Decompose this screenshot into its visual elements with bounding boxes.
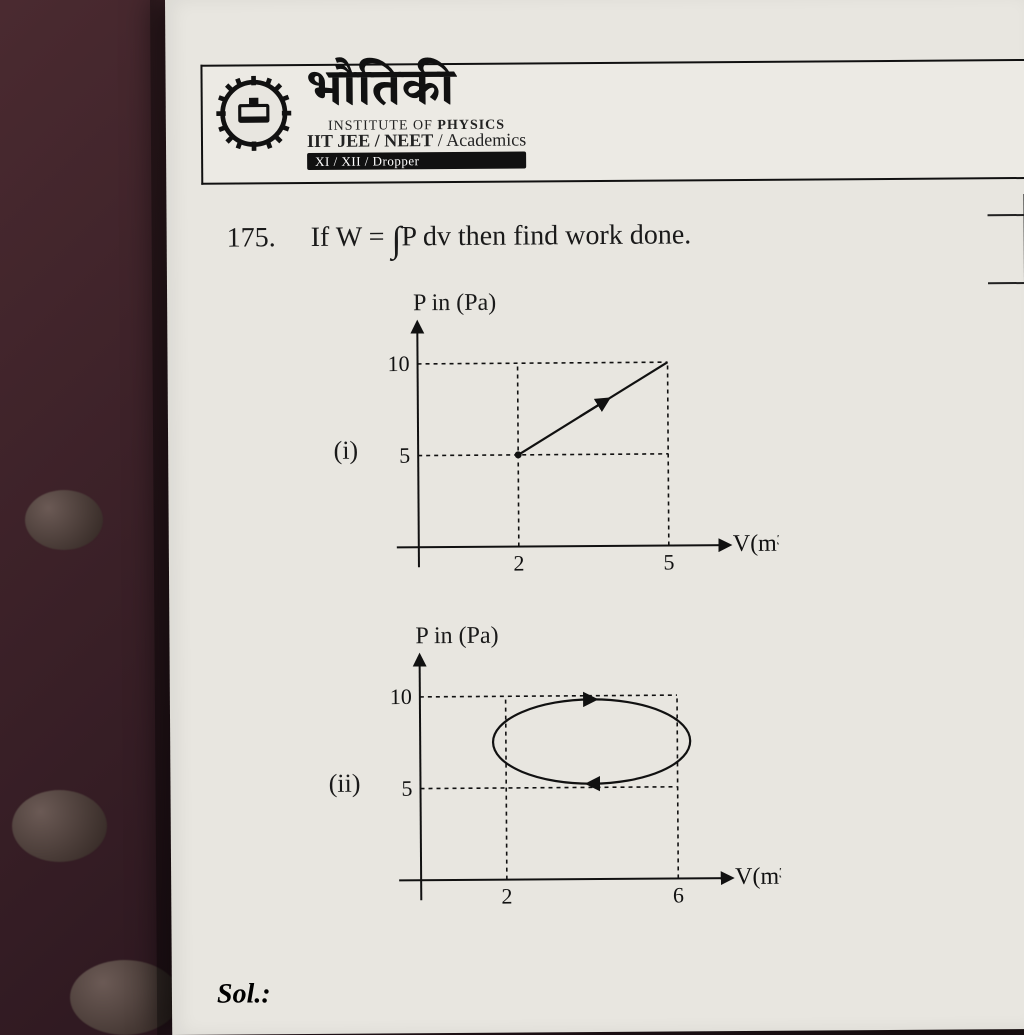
question-content: 175. If W = ∫P dv then find work done. P…	[227, 214, 1011, 917]
question-number: 175.	[227, 222, 287, 254]
figure-2-block: P in (Pa) (ii) 5 10 2 6 V(m³)	[319, 619, 1010, 917]
question-text: If W = ∫P dv then find work done.	[311, 216, 692, 261]
svg-text:10: 10	[390, 684, 412, 709]
svg-text:6: 6	[673, 882, 684, 907]
svg-text:5: 5	[663, 549, 674, 574]
graph1-chart: 5 10 2 5 V(m³)	[369, 315, 779, 584]
pebble	[25, 490, 103, 550]
hindi-title: भौतिकी	[307, 70, 527, 124]
graph1-label: (i)	[318, 436, 358, 466]
question-row: 175. If W = ∫P dv then find work done.	[227, 214, 1006, 261]
svg-text:2: 2	[513, 551, 524, 576]
title-stack: भौतिकी INSTITUTE OF PHYSICS IIT JEE / NE…	[307, 70, 527, 170]
integral-symbol-icon: ∫	[391, 219, 401, 259]
graph2-chart: 5 10 2 6 V(m³)	[372, 648, 782, 917]
class-pill: XI / XII / Dropper	[307, 151, 526, 170]
solution-label: Sol.:	[217, 978, 271, 1010]
figure-1-block: P in (Pa) (i) 5 10 2 5 V(m³)	[317, 286, 1008, 584]
svg-text:5: 5	[399, 443, 410, 468]
svg-text:2: 2	[501, 884, 512, 909]
svg-text:V(m³): V(m³)	[733, 531, 779, 557]
graph2-y-title: P in (Pa)	[415, 619, 1008, 650]
institute-logo-icon	[215, 74, 294, 153]
pebble	[12, 790, 107, 862]
figures: P in (Pa) (i) 5 10 2 5 V(m³) P in (Pa) (ii) …	[317, 286, 1010, 917]
page-header: भौतिकी INSTITUTE OF PHYSICS IIT JEE / NE…	[200, 59, 1024, 185]
graph1-y-title: P in (Pa)	[413, 286, 1006, 317]
graph2-label: (ii)	[320, 769, 360, 799]
exam-line: IIT JEE / NEET / Academics	[307, 130, 526, 150]
svg-text:V(m³): V(m³)	[735, 864, 781, 890]
svg-text:10: 10	[387, 351, 409, 376]
svg-text:5: 5	[401, 776, 412, 801]
worksheet-paper: भौतिकी INSTITUTE OF PHYSICS IIT JEE / NE…	[165, 0, 1024, 1035]
